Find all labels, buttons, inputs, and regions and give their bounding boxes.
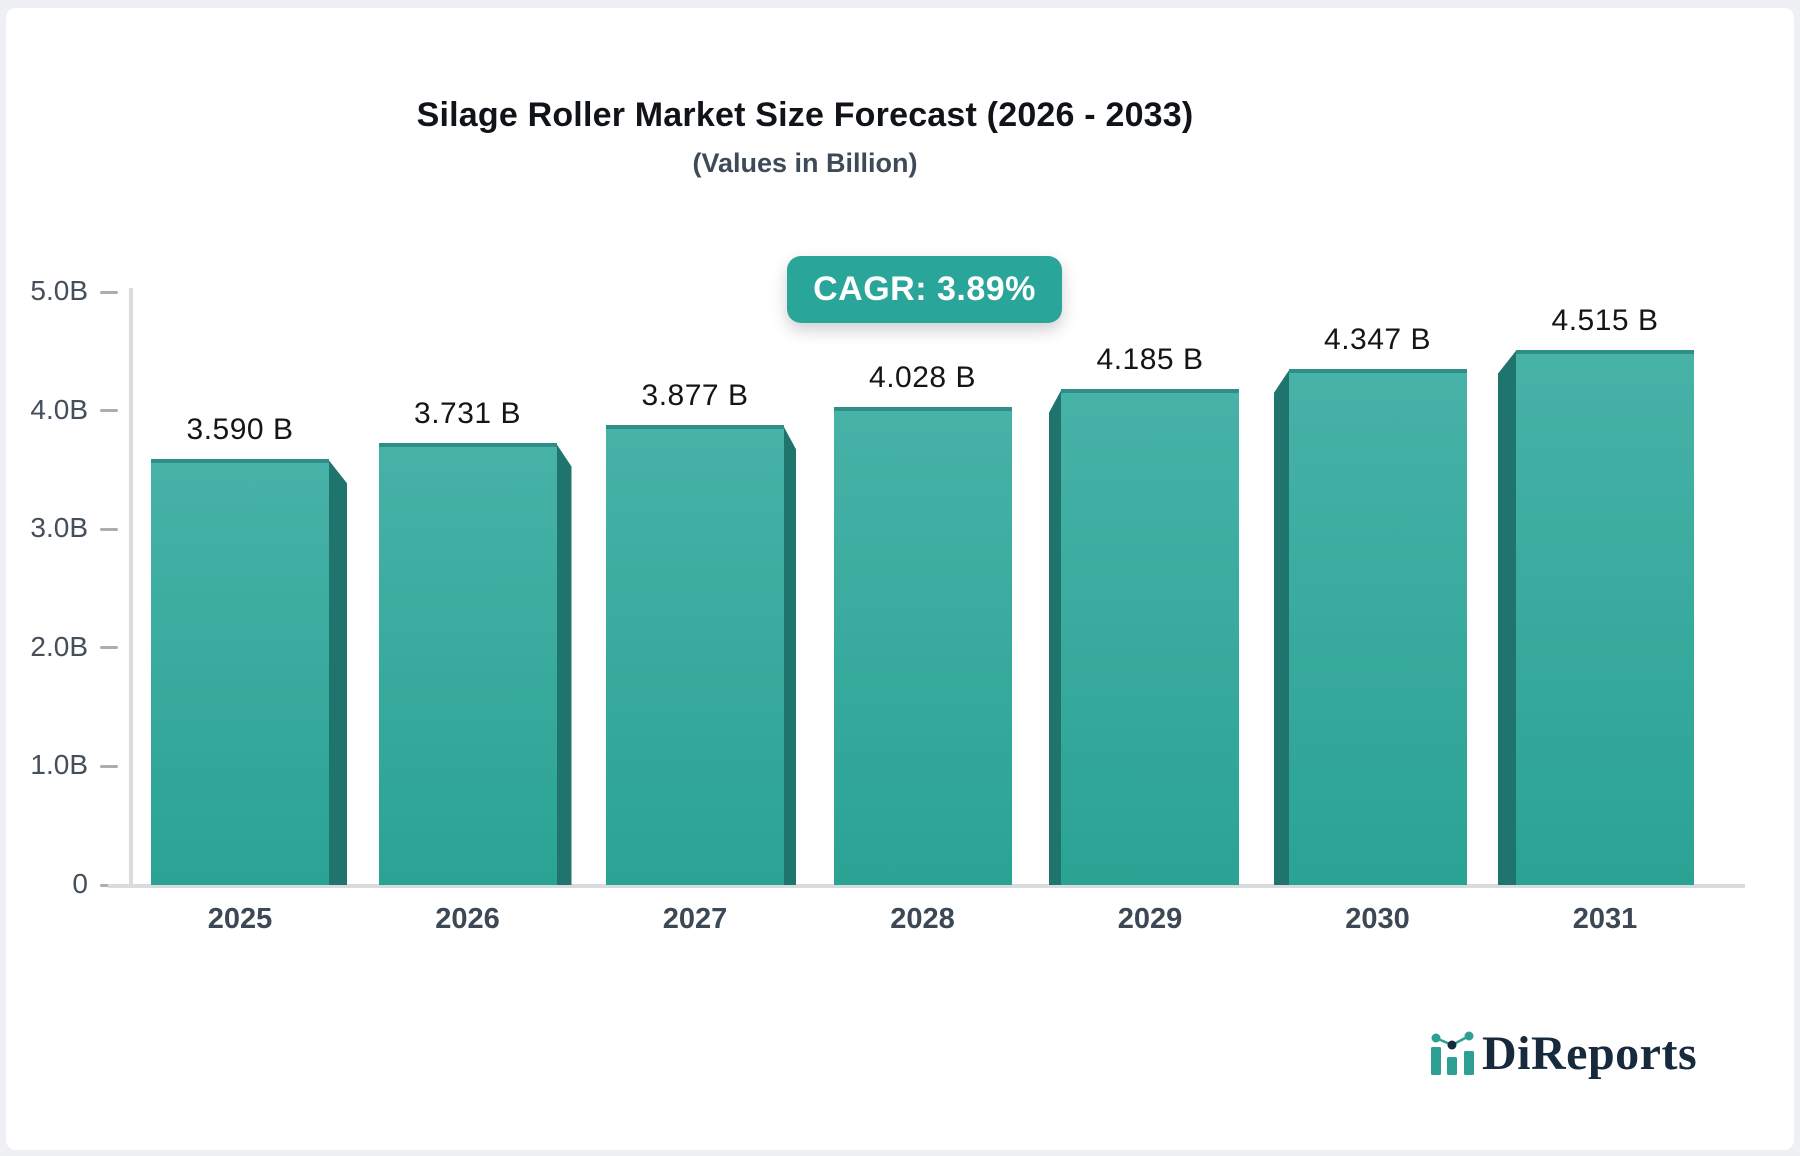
y-tick-dash xyxy=(100,290,118,294)
bar-side-3d xyxy=(328,459,347,885)
bar-value-label: 4.515 B xyxy=(1551,303,1659,337)
y-tick-label: 0 xyxy=(72,868,88,899)
bar xyxy=(606,425,784,885)
chart-subtitle: (Values in Billion) xyxy=(692,148,918,178)
bar xyxy=(378,442,557,885)
cagr-badge-label: CAGR: 3.89% xyxy=(813,270,1036,308)
x-tick-label: 2030 xyxy=(1345,903,1410,935)
y-axis-line xyxy=(129,288,133,887)
x-axis-line xyxy=(108,884,1745,888)
bar xyxy=(1061,388,1239,885)
bar-chart-logo-icon xyxy=(1431,1031,1474,1075)
bar-value-label: 3.877 B xyxy=(641,379,749,413)
cagr-badge: CAGR: 3.89% xyxy=(787,256,1062,323)
x-tick-label: 2026 xyxy=(435,903,500,935)
x-tick-label: 2031 xyxy=(1572,903,1638,935)
y-tick-label: 5.0B xyxy=(30,275,88,306)
y-tick-label: 2.0B xyxy=(30,630,88,662)
y-tick-dash xyxy=(100,409,118,413)
chart-title: Silage Roller Market Size Forecast (2026… xyxy=(416,96,1194,134)
y-tick-dash xyxy=(100,527,118,531)
brand-logo: DiReports xyxy=(1428,1030,1697,1078)
brand-logo-text: DiReports xyxy=(1482,1027,1698,1080)
x-tick-label: 2027 xyxy=(662,903,728,935)
bar-side-3d xyxy=(1273,369,1290,885)
bar xyxy=(1516,349,1694,885)
bar-side-3d xyxy=(783,425,796,885)
bar xyxy=(1288,369,1467,885)
bar-side-3d xyxy=(1498,349,1517,885)
x-tick-label: 2028 xyxy=(890,903,955,935)
y-tick-dash xyxy=(100,646,118,650)
y-tick-label: 4.0B xyxy=(30,393,88,425)
bar xyxy=(151,459,329,885)
bar-value-label: 3.590 B xyxy=(186,413,294,447)
bar-value-label: 4.185 B xyxy=(1096,342,1204,376)
y-tick-label: 1.0B xyxy=(30,749,88,781)
bar-value-label: 4.028 B xyxy=(869,361,976,395)
bar xyxy=(833,407,1012,885)
x-tick-label: 2029 xyxy=(1117,903,1183,935)
x-tick-label: 2025 xyxy=(207,903,273,935)
y-tick-dash xyxy=(100,764,118,768)
bar-side-3d xyxy=(1049,388,1062,885)
y-tick-label: 3.0B xyxy=(30,512,88,544)
bar-value-label: 4.347 B xyxy=(1324,323,1431,357)
bar-value-label: 3.731 B xyxy=(414,396,521,430)
bar-side-3d xyxy=(555,442,572,885)
